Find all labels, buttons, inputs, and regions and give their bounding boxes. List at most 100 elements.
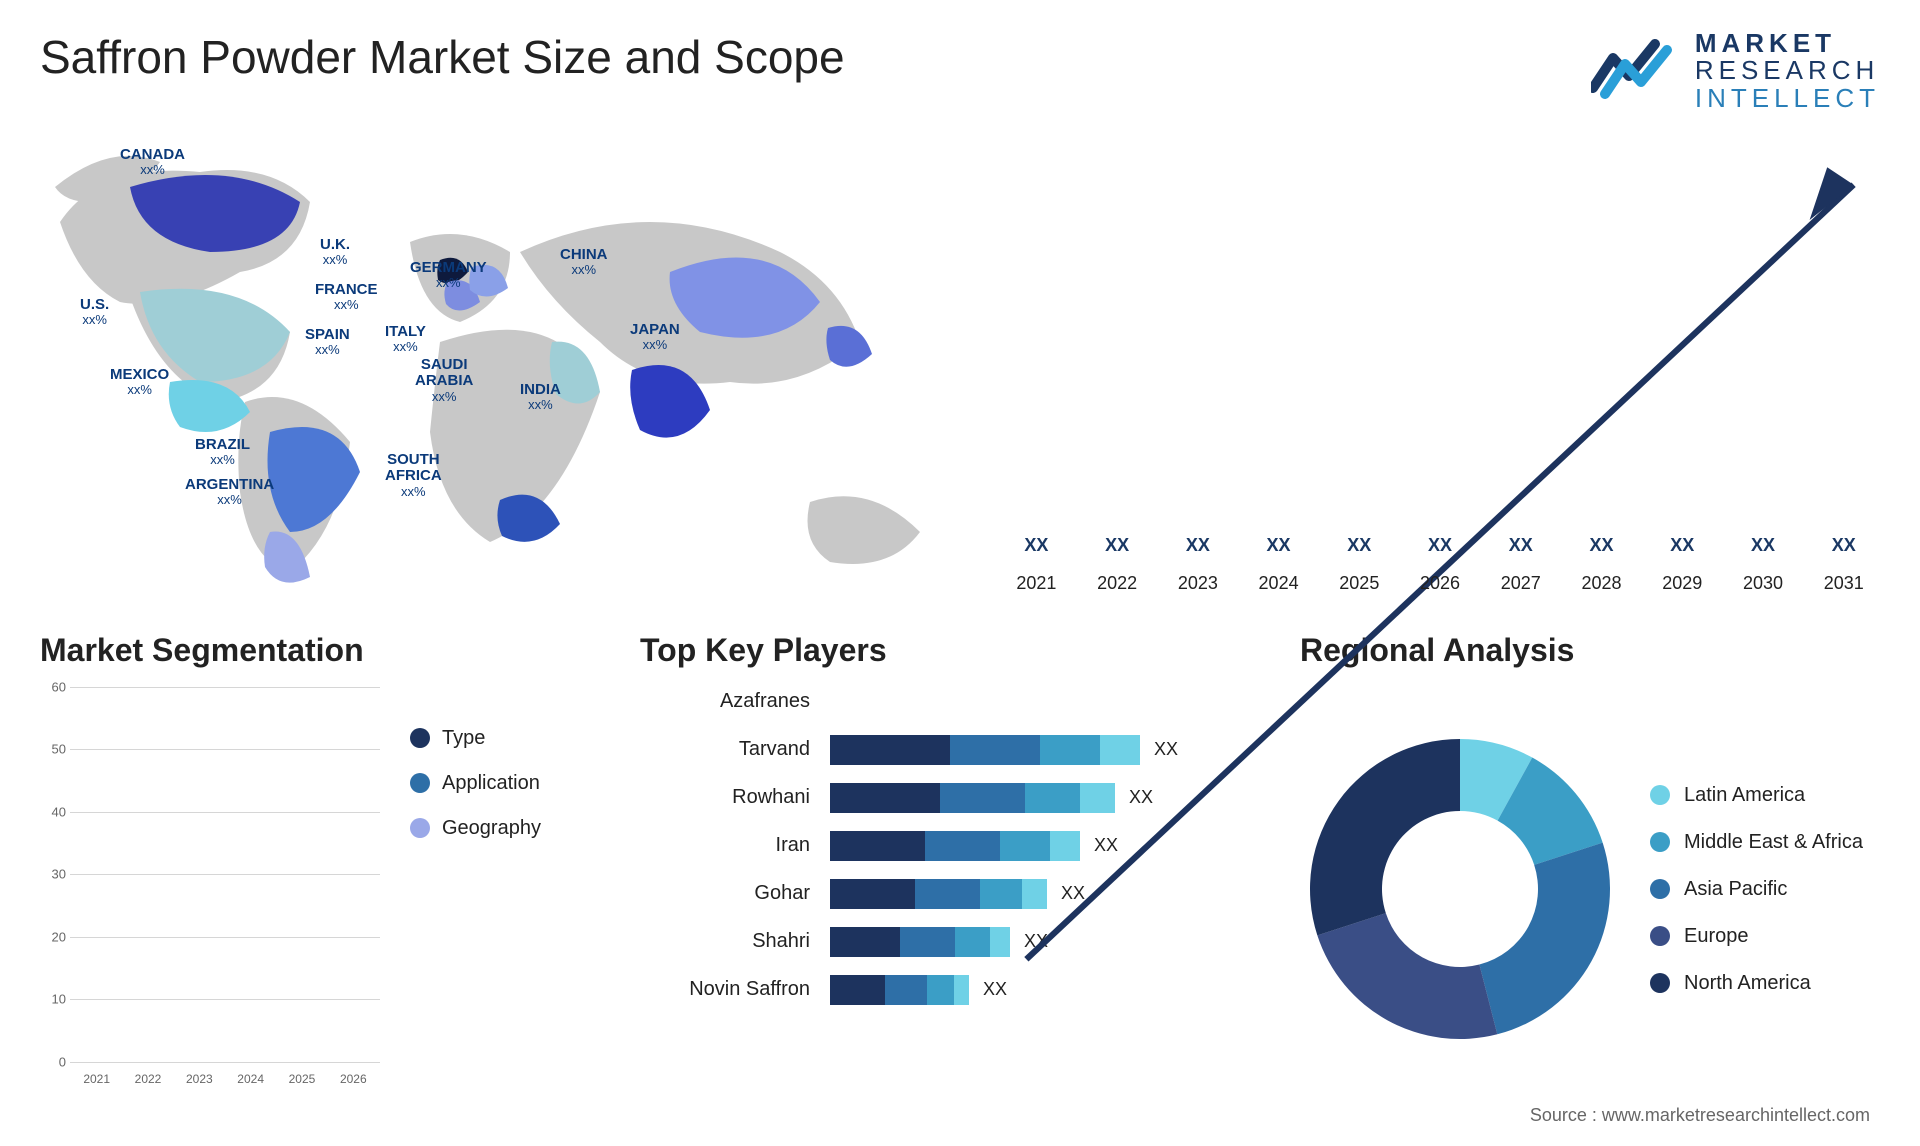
seg-year-2024: 2024: [228, 1072, 273, 1086]
key-players-bars: XX XX XX XX XX XX: [830, 687, 1260, 1092]
growth-year-2027: 2027: [1484, 573, 1557, 594]
reg-legend-1: Middle East & Africa: [1650, 831, 1880, 854]
kp-label-6: Novin Saffron: [689, 975, 810, 1005]
growth-chart-panel: XXXXXXXXXXXXXXXXXXXXXX 20212022202320242…: [1000, 132, 1880, 602]
source-attribution: Source : www.marketresearchintellect.com: [1530, 1105, 1870, 1126]
growth-value-2021: XX: [1024, 535, 1048, 556]
donut-slice-2: [1479, 843, 1610, 1035]
seg-ytick-0: 0: [59, 1054, 66, 1069]
growth-year-2029: 2029: [1646, 573, 1719, 594]
kp-label-5: Shahri: [752, 927, 810, 957]
logo-line-3: INTELLECT: [1695, 85, 1880, 112]
seg-legend-geography: Geography: [410, 817, 600, 840]
kp-value-5: XX: [1024, 931, 1048, 952]
seg-ytick-30: 30: [52, 867, 66, 882]
regional-title: Regional Analysis: [1300, 632, 1880, 669]
kp-row-3: XX: [830, 831, 1260, 861]
kp-row-5: XX: [830, 927, 1260, 957]
bottom-row: Market Segmentation 0 10 20 30 40 50 60 2021 20…: [40, 632, 1880, 1092]
world-map: [40, 132, 960, 602]
kp-label-3: Iran: [776, 831, 810, 861]
regional-panel: Regional Analysis Latin America Middle Ea…: [1300, 632, 1880, 1092]
map-label-india: INDIAxx%: [520, 382, 561, 413]
kp-value-1: XX: [1154, 739, 1178, 760]
segmentation-legend: Type Application Geography: [410, 687, 600, 1092]
growth-value-2022: XX: [1105, 535, 1129, 556]
reg-legend-4: North America: [1650, 972, 1880, 995]
growth-year-2026: 2026: [1404, 573, 1477, 594]
growth-value-2028: XX: [1589, 535, 1613, 556]
segmentation-chart: 0102030405060 202120222023202420252026: [40, 687, 380, 1092]
reg-legend-0: Latin America: [1650, 784, 1880, 807]
kp-value-4: XX: [1061, 883, 1085, 904]
kp-label-0: Azafranes: [720, 687, 810, 717]
seg-year-2022: 2022: [125, 1072, 170, 1086]
key-players-panel: Top Key Players AzafranesTarvandRowhaniI…: [640, 632, 1260, 1092]
seg-year-2021: 2021: [74, 1072, 119, 1086]
map-label-france: FRANCExx%: [315, 282, 378, 313]
map-label-canada: CANADAxx%: [120, 147, 185, 178]
seg-ytick-60: 60: [52, 679, 66, 694]
growth-year-2022: 2022: [1081, 573, 1154, 594]
logo-text: MARKET RESEARCH INTELLECT: [1695, 30, 1880, 112]
map-label-brazil: BRAZILxx%: [195, 437, 250, 468]
growth-value-2027: XX: [1509, 535, 1533, 556]
map-label-argentina: ARGENTINAxx%: [185, 477, 274, 508]
kp-label-4: Gohar: [754, 879, 810, 909]
kp-row-4: XX: [830, 879, 1260, 909]
growth-year-2031: 2031: [1807, 573, 1880, 594]
brand-logo: MARKET RESEARCH INTELLECT: [1591, 30, 1880, 112]
seg-ytick-50: 50: [52, 742, 66, 757]
reg-legend-3: Europe: [1650, 925, 1880, 948]
growth-value-2025: XX: [1347, 535, 1371, 556]
donut-slice-3: [1317, 913, 1497, 1039]
seg-year-2026: 2026: [331, 1072, 376, 1086]
growth-year-2021: 2021: [1000, 573, 1073, 594]
growth-value-2023: XX: [1186, 535, 1210, 556]
seg-ytick-10: 10: [52, 992, 66, 1007]
kp-value-6: XX: [983, 979, 1007, 1000]
kp-value-3: XX: [1094, 835, 1118, 856]
logo-icon: [1591, 36, 1681, 106]
seg-legend-type: Type: [410, 727, 600, 750]
key-players-title: Top Key Players: [640, 632, 1260, 669]
seg-year-2023: 2023: [177, 1072, 222, 1086]
growth-value-2029: XX: [1670, 535, 1694, 556]
growth-value-2026: XX: [1428, 535, 1452, 556]
top-row: CANADAxx% U.S.xx% MEXICOxx% BRAZILxx% ARGENT…: [40, 132, 1880, 602]
growth-value-2031: XX: [1832, 535, 1856, 556]
regional-donut: [1300, 729, 1620, 1049]
map-label-mexico: MEXICOxx%: [110, 367, 169, 398]
header: Saffron Powder Market Size and Scope MAR…: [40, 30, 1880, 112]
growth-year-2025: 2025: [1323, 573, 1396, 594]
map-label-saudi: SAUDIARABIAxx%: [415, 357, 473, 404]
kp-label-2: Rowhani: [732, 783, 810, 813]
map-label-italy: ITALYxx%: [385, 324, 426, 355]
growth-year-2028: 2028: [1565, 573, 1638, 594]
map-label-japan: JAPANxx%: [630, 322, 680, 353]
seg-ytick-40: 40: [52, 804, 66, 819]
segmentation-title: Market Segmentation: [40, 632, 600, 669]
growth-year-2030: 2030: [1727, 573, 1800, 594]
seg-legend-application: Application: [410, 772, 600, 795]
logo-line-1: MARKET: [1695, 30, 1880, 57]
seg-year-2025: 2025: [279, 1072, 324, 1086]
regional-legend: Latin AmericaMiddle East & AfricaAsia Pa…: [1650, 784, 1880, 995]
map-label-south_africa: SOUTHAFRICAxx%: [385, 452, 442, 499]
seg-ytick-20: 20: [52, 929, 66, 944]
page-title: Saffron Powder Market Size and Scope: [40, 30, 845, 84]
growth-chart: XXXXXXXXXXXXXXXXXXXXXX 20212022202320242…: [1000, 132, 1880, 602]
kp-row-6: XX: [830, 975, 1260, 1005]
logo-line-2: RESEARCH: [1695, 57, 1880, 84]
kp-row-1: XX: [830, 735, 1260, 765]
map-label-us: U.S.xx%: [80, 297, 109, 328]
growth-year-2024: 2024: [1242, 573, 1315, 594]
kp-row-0: [830, 687, 1260, 717]
map-label-germany: GERMANYxx%: [410, 260, 487, 291]
kp-value-2: XX: [1129, 787, 1153, 808]
map-label-spain: SPAINxx%: [305, 327, 350, 358]
world-map-panel: CANADAxx% U.S.xx% MEXICOxx% BRAZILxx% ARGENT…: [40, 132, 960, 602]
map-label-china: CHINAxx%: [560, 247, 608, 278]
growth-value-2030: XX: [1751, 535, 1775, 556]
donut-slice-4: [1310, 739, 1460, 935]
